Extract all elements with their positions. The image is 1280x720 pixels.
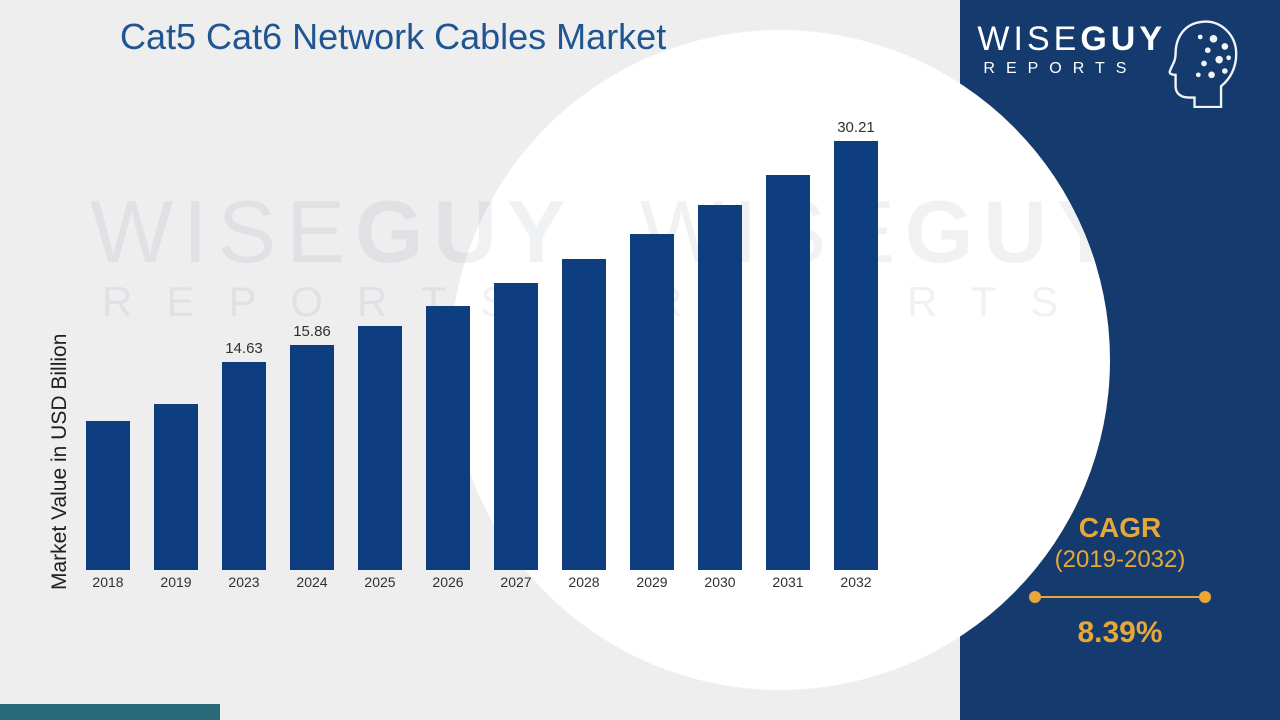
logo-text-guy: GUY — [1080, 20, 1166, 58]
x-tick-label: 2025 — [348, 574, 412, 590]
bar — [358, 326, 402, 570]
chart-title: Cat5 Cat6 Network Cables Market — [120, 16, 666, 58]
bar — [698, 205, 742, 570]
bar — [86, 421, 130, 570]
x-tick-label: 2030 — [688, 574, 752, 590]
bar — [154, 404, 198, 570]
bar-chart: 14.63 15.86 30.21 201820192023202420252026… — [80, 130, 900, 610]
brand-logo: WISEGUY REPORTS — [977, 22, 1250, 78]
x-tick-label: 2028 — [552, 574, 616, 590]
x-tick-label: 2024 — [280, 574, 344, 590]
x-axis-labels: 2018201920232024202520262027202820292030… — [80, 574, 900, 604]
bar: 14.63 — [222, 362, 266, 570]
logo-text-wise: WISE — [977, 20, 1080, 58]
bottom-accent-bar — [0, 704, 220, 720]
x-tick-label: 2019 — [144, 574, 208, 590]
cagr-value: 8.39% — [1010, 616, 1230, 650]
bar-value-label: 30.21 — [834, 119, 878, 136]
cagr-divider — [1035, 596, 1205, 598]
x-tick-label: 2023 — [212, 574, 276, 590]
cagr-title: CAGR — [1010, 512, 1230, 544]
bar-value-label: 14.63 — [222, 340, 266, 357]
cagr-block: CAGR (2019-2032) 8.39% — [1010, 512, 1230, 650]
cagr-years: (2019-2032) — [1010, 546, 1230, 574]
x-tick-label: 2026 — [416, 574, 480, 590]
bar — [766, 175, 810, 570]
stage: WISEGUY REPORTS WISEGUY REPORTS WISEGUY … — [0, 0, 1280, 720]
bar — [494, 283, 538, 570]
x-tick-label: 2032 — [824, 574, 888, 590]
bar — [426, 306, 470, 570]
bar — [562, 259, 606, 570]
divider-dot-right — [1199, 591, 1211, 603]
y-axis-label: Market Value in USD Billion — [48, 334, 72, 590]
ai-head-icon — [1166, 18, 1242, 108]
divider-dot-left — [1029, 591, 1041, 603]
bar: 30.21 — [834, 141, 878, 570]
plot-area: 14.63 15.86 30.21 — [80, 130, 900, 570]
x-tick-label: 2029 — [620, 574, 684, 590]
x-tick-label: 2031 — [756, 574, 820, 590]
bar — [630, 234, 674, 570]
x-tick-label: 2027 — [484, 574, 548, 590]
bar: 15.86 — [290, 345, 334, 570]
x-tick-label: 2018 — [76, 574, 140, 590]
bar-value-label: 15.86 — [290, 323, 334, 340]
